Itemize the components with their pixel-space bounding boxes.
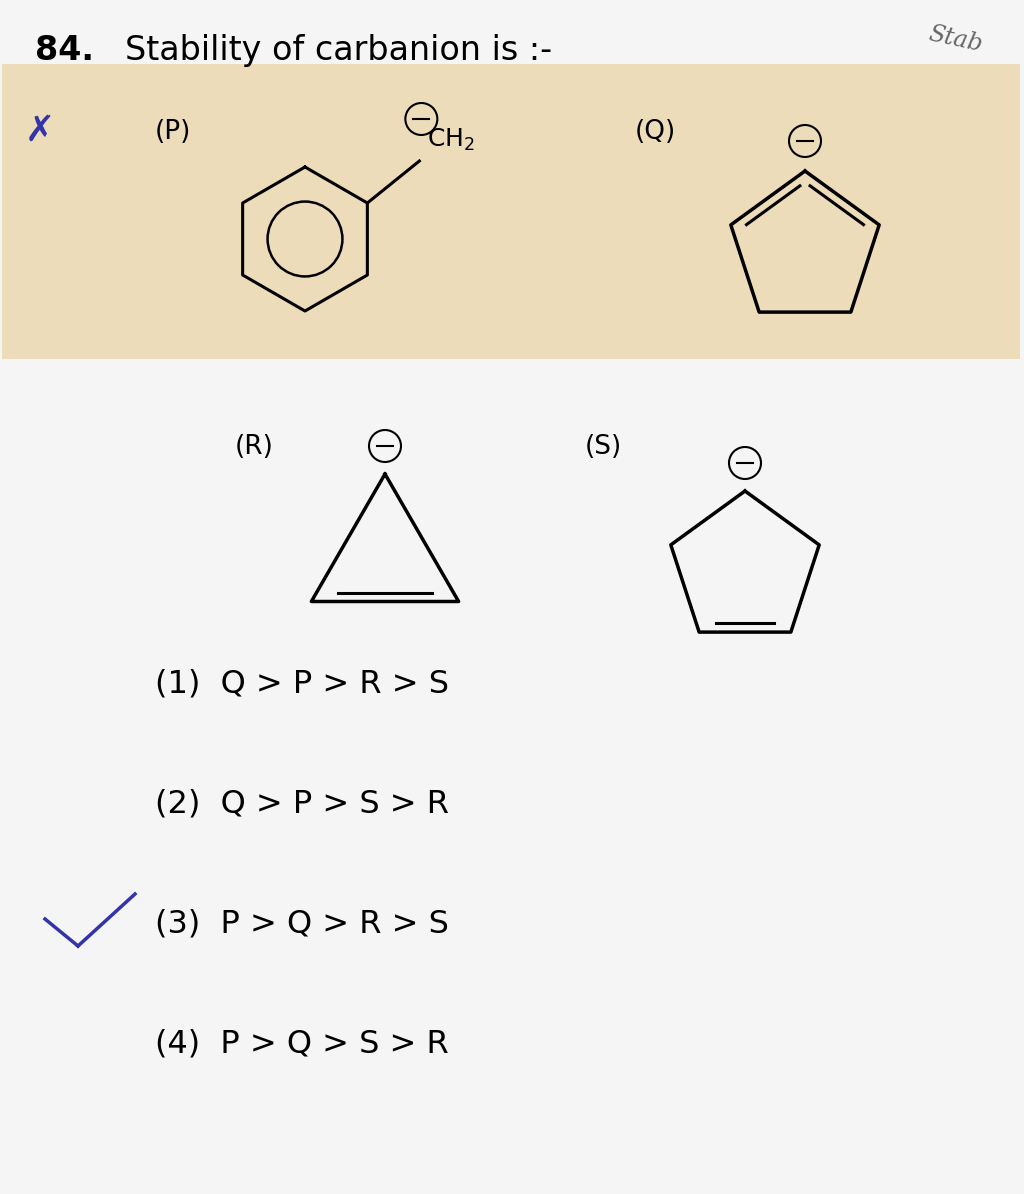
Text: (3)  P > Q > R > S: (3) P > Q > R > S [155,909,449,940]
Text: (4)  P > Q > S > R: (4) P > Q > S > R [155,1028,449,1059]
Text: Stability of carbanion is :-: Stability of carbanion is :- [125,33,552,67]
Text: Stab: Stab [927,21,985,56]
Text: (R): (R) [234,433,273,460]
Text: (1)  Q > P > R > S: (1) Q > P > R > S [155,669,449,700]
Text: ✗: ✗ [25,113,55,148]
Text: (P): (P) [155,119,191,144]
Text: 84.: 84. [35,33,94,67]
Text: $\mathregular{CH_2}$: $\mathregular{CH_2}$ [427,127,475,153]
Text: (S): (S) [585,433,623,460]
FancyBboxPatch shape [2,64,1020,359]
Text: (Q): (Q) [635,119,676,144]
Text: (2)  Q > P > S > R: (2) Q > P > S > R [155,788,449,819]
